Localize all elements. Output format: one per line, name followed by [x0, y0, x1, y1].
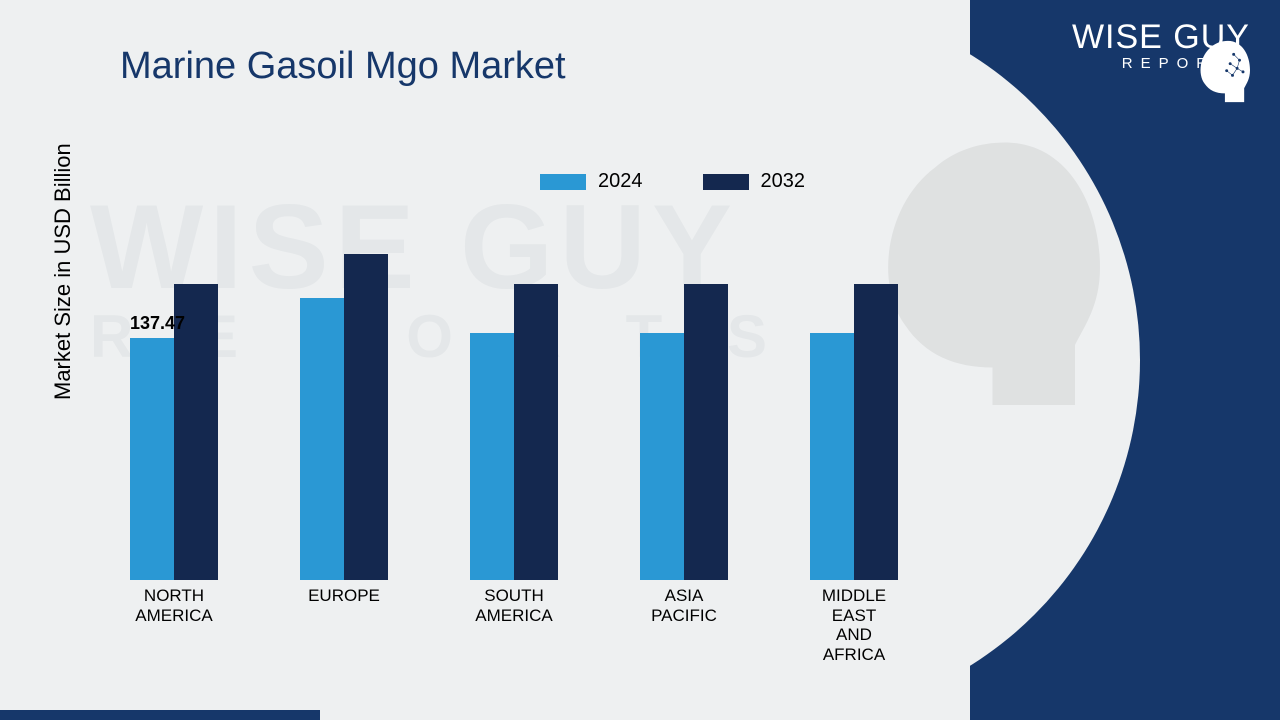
- x-axis-label: MIDDLE EAST AND AFRICA: [784, 586, 924, 664]
- x-axis-label: EUROPE: [274, 586, 414, 606]
- chart-stage: WISE GUYR E P O R T S WISE GUY REPORTS M…: [0, 0, 1280, 720]
- bar-2024: [130, 338, 174, 580]
- legend-label: 2032: [761, 170, 806, 193]
- legend-item-2032: 2032: [703, 170, 806, 193]
- legend-item-2024: 2024: [540, 170, 643, 193]
- bar-2024: [810, 333, 854, 580]
- x-axis-label: ASIA PACIFIC: [614, 586, 754, 625]
- y-axis-label: Market Size in USD Billion: [50, 143, 76, 400]
- bar-2032: [514, 284, 558, 580]
- bar-2032: [344, 254, 388, 580]
- bottom-accent-bar: [0, 710, 320, 720]
- logo-head-icon: [1192, 38, 1252, 108]
- bar-2024: [470, 333, 514, 580]
- x-axis-label: SOUTH AMERICA: [444, 586, 584, 625]
- legend-swatch-2024: [540, 174, 586, 190]
- legend-label: 2024: [598, 170, 643, 193]
- bar-2032: [684, 284, 728, 580]
- bar-chart: 137.47: [100, 210, 950, 580]
- bar-2024: [300, 298, 344, 580]
- brand-logo: WISE GUY REPORTS: [1072, 20, 1250, 71]
- legend-swatch-2032: [703, 174, 749, 190]
- bar-2024: [640, 333, 684, 580]
- x-axis-label: NORTH AMERICA: [104, 586, 244, 625]
- legend: 2024 2032: [540, 170, 805, 193]
- chart-title: Marine Gasoil Mgo Market: [120, 45, 566, 88]
- bar-value-label: 137.47: [130, 313, 185, 334]
- bar-2032: [854, 284, 898, 580]
